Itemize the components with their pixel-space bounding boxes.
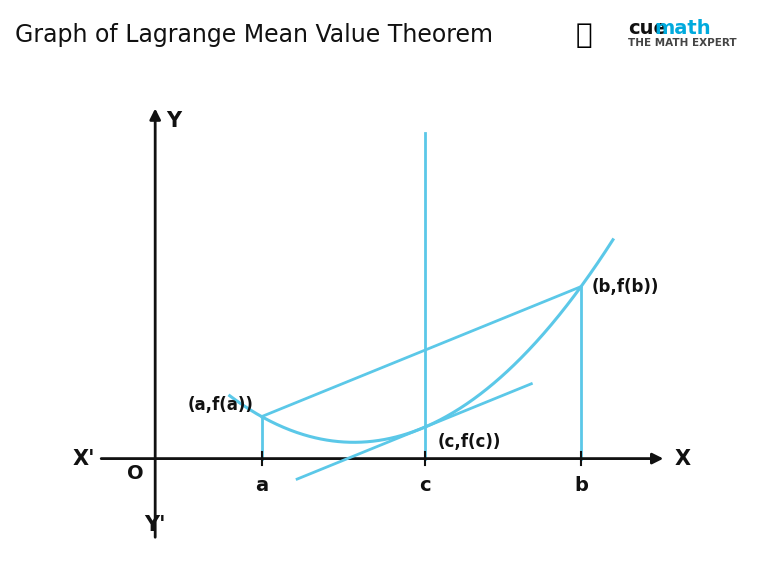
Text: a: a — [255, 476, 268, 495]
Text: THE MATH EXPERT: THE MATH EXPERT — [628, 38, 737, 48]
Text: Y': Y' — [145, 515, 166, 535]
Text: Y: Y — [166, 111, 181, 131]
Text: X': X' — [73, 448, 95, 468]
Text: O: O — [127, 464, 144, 483]
Text: 🚀: 🚀 — [575, 21, 592, 49]
Text: (a,f(a)): (a,f(a)) — [187, 396, 253, 414]
Text: (c,f(c)): (c,f(c)) — [438, 433, 501, 451]
Text: c: c — [419, 476, 431, 495]
Text: math: math — [655, 19, 712, 38]
Text: (b,f(b)): (b,f(b)) — [592, 278, 659, 296]
Text: b: b — [574, 476, 588, 495]
Text: X: X — [674, 448, 691, 468]
Text: cue: cue — [628, 19, 667, 38]
Text: Graph of Lagrange Mean Value Theorem: Graph of Lagrange Mean Value Theorem — [15, 23, 493, 48]
